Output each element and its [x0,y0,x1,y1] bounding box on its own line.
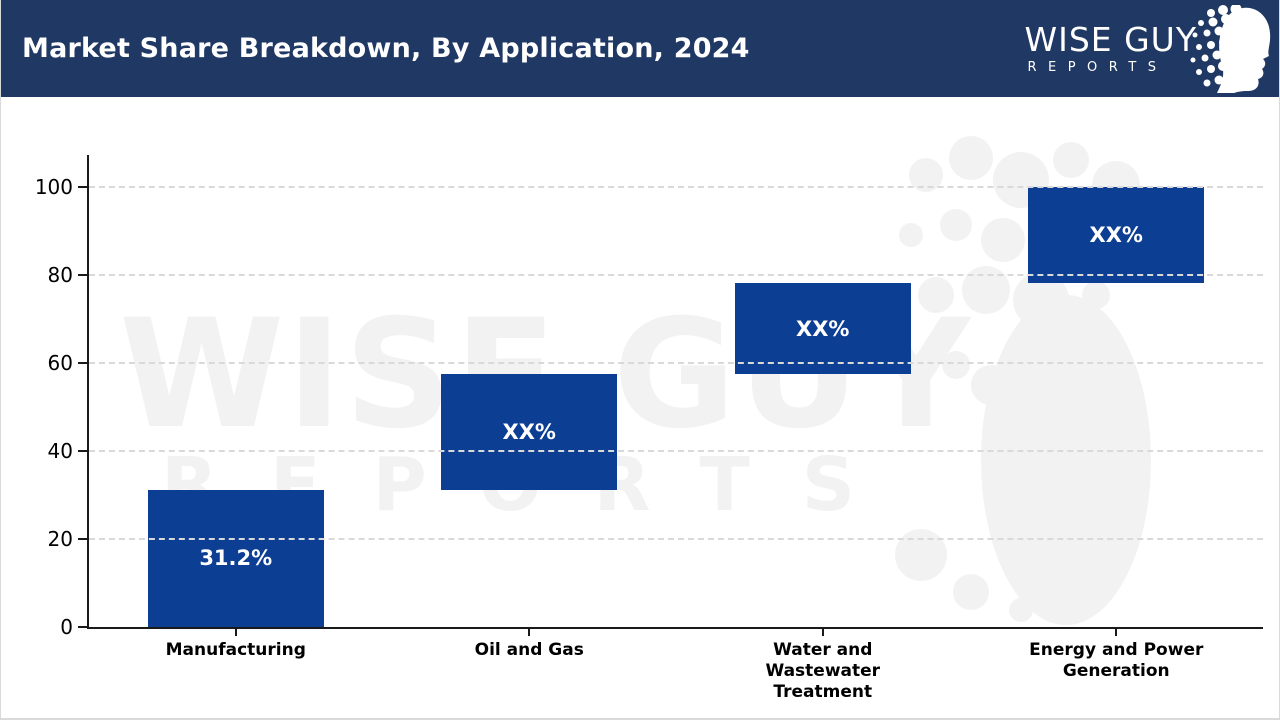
bar-value-label: 31.2% [199,546,273,571]
y-tick-label-40: 40 [47,439,73,463]
bar-value-label: XX% [1089,222,1143,247]
y-tick-label-60: 60 [47,351,73,375]
y-tick-20 [78,538,87,540]
x-category-label: Oil and Gas [474,640,584,660]
x-tick-1 [528,627,531,636]
y-tick-label-100: 100 [34,175,73,199]
x-category-label: Water and Wastewater Treatment [765,640,881,702]
x-tick-3 [1115,627,1118,636]
header-bar: Market Share Breakdown, By Application, … [1,0,1279,97]
y-tick-100 [78,186,87,188]
x-tick-2 [821,627,824,636]
bar-manufacturing: 31.2% [147,489,324,627]
y-tick-label-0: 0 [60,615,73,639]
gridline-y-20 [89,538,1263,540]
bar-value-label: XX% [502,420,556,445]
bar-energy-and-power-generation: XX% [1028,187,1205,283]
x-tick-0 [234,627,237,636]
logo-name: WISE GUY [1024,20,1197,59]
y-tick-0 [78,626,87,628]
y-tick-80 [78,274,87,276]
plot-area: 0 20 40 60 80 100 31.2% Manufacturing XX% Oil and… [35,155,1263,702]
logo-subtitle: REPORTS [1027,60,1168,75]
wise-guy-reports-logo: WISE GUY REPORTS [1024,5,1273,93]
dotted-head-profile-icon [1181,5,1273,93]
x-category-label: Manufacturing [165,640,306,660]
bar-value-label: XX% [796,316,850,341]
gridline-y-60 [89,362,1263,364]
y-axis-line [87,155,89,627]
x-category-label: Energy and Power Generation [1029,640,1204,681]
gridline-y-80 [89,274,1263,276]
x-axis-line [87,627,1263,629]
y-tick-label-80: 80 [47,263,73,287]
chart-title: Market Share Breakdown, By Application, … [22,33,750,64]
gridline-y-40 [89,450,1263,452]
gridline-y-100 [89,186,1263,188]
bar-water-and-wastewater-treatment: XX% [734,282,911,375]
y-tick-label-20: 20 [47,527,73,551]
y-tick-40 [78,450,87,452]
y-tick-60 [78,362,87,364]
logo-text: WISE GUY REPORTS [1024,20,1197,76]
bar-oil-and-gas: XX% [441,374,618,490]
